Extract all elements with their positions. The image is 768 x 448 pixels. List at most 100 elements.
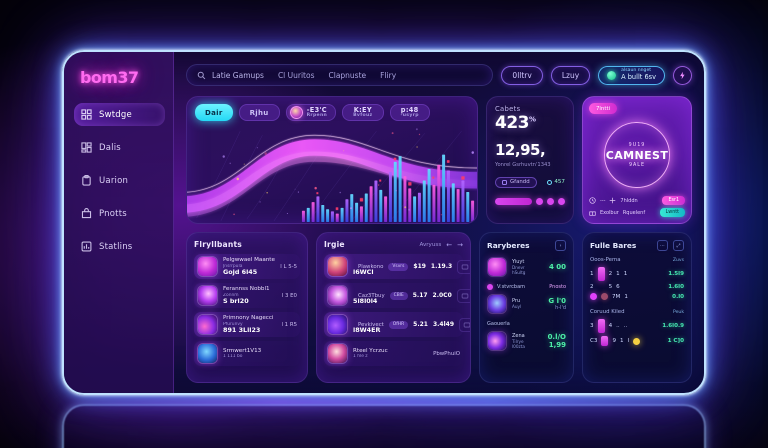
table-row[interactable]: Guscinados pfOmj 5l8l0l4 Caz3Tbuy CBlE 5… [324,283,463,308]
rates-row: 7M 1 0.l0 [590,293,684,300]
promo-badge-bottom: 9ALE [629,163,645,168]
chart-bar [413,196,416,222]
ranking-separator-2: Gaouerla [487,321,566,327]
upper-row: Dair Rjhu -E3'C Rrpenn K:EY [186,96,692,224]
wallet-button[interactable]: alsaun nnget A bullt 6sv [598,66,665,85]
trending-link[interactable]: Avryuss [419,242,441,248]
row-ghost-icon[interactable] [457,289,471,303]
chevron-icon[interactable]: › [555,240,566,251]
tab-p48[interactable]: p:48 -usyrp [390,104,430,121]
cell: l [628,338,630,344]
avatar [290,106,303,119]
list-item-value: S brl20 [223,298,277,305]
table-row[interactable]: Rteel Ycrzuc 1 hle z PbwPhuiO [324,341,463,366]
list-item[interactable]: Ferannss Nobbl1 Zonnm S brl20 l 3 E0 [194,283,300,308]
clock-icon [589,197,596,204]
ranking-row[interactable]: Zena Tilrye l00zta 0.l/O 1,99 [487,331,566,351]
section-link[interactable]: Peuk [673,310,684,315]
tab-dair[interactable]: Dair [195,104,233,121]
promo-tag: 7lntti [589,103,617,114]
dots-icon[interactable]: ⋯ [657,240,668,251]
list-item[interactable]: Pelgwwael Maante Jnsrrpula Gojd 6l45 l L… [194,254,300,279]
sidebar-item-label: Statlins [99,242,132,252]
chart-bar [370,186,373,222]
ranking-row[interactable]: Pru Auyl G l'0 h-l'd [487,294,566,314]
rate-bar [601,336,608,346]
expand-icon[interactable]: ⤢ [673,240,684,251]
row-pill: CBlE [390,292,408,300]
tab-avatar-line2: Rrpenn [307,114,328,119]
main-content: Latie Gamups Cl Uuritos Clapnuste Fliry … [174,404,706,406]
row-ghost-icon[interactable] [457,260,471,274]
section-header: Ooos-Pema [590,257,621,263]
tab-avatar[interactable]: -E3'C Rrpenn [286,104,337,121]
stats-label: Cabets [495,105,565,113]
thumbnail [197,256,218,277]
section-link[interactable]: Zuvs [673,258,684,263]
cell: 7M [612,294,620,300]
sidebar-item-dalis[interactable]: Dalis [74,136,165,159]
ranking-row[interactable]: Yiuyt Dnevr hSultg 4 00 [487,257,566,277]
stats-chip[interactable]: Gfandd [495,177,537,188]
row-ghost-icon[interactable] [459,318,471,332]
list-item-meta: l 1 R5 [281,322,297,328]
thumbnail [197,343,218,364]
rates-panel: Fulle Bares ⋯ ⤢ Ooos-Pema Zuvs 1 [582,232,692,383]
rates-section-1: Ooos-Pema Zuvs 1 2 1 1 1.5l9 2 [590,257,684,303]
nav-link-3[interactable]: Fliry [380,71,396,80]
row-category: PbwPhuiO [433,351,460,357]
cell: 1 [590,271,594,277]
topbar-button-1[interactable]: 0lltrv [501,66,542,85]
cell: 2 [590,284,594,290]
chart-spark [379,180,381,182]
nav-link-1[interactable]: Cl Uuritos [278,71,315,80]
sidebar-item-uarion[interactable]: Uarion [74,169,165,192]
ambient-spark [417,146,418,147]
chart-bar [423,181,426,222]
table-row[interactable]: Nouanorus Ptnsol l6WCl Plawkono Vsvrs $1… [324,254,463,279]
chart-bar [389,172,392,222]
playlist-title: Flryllbants [194,240,242,249]
promo-button-2[interactable]: Lwntt [660,208,685,217]
promo-button-1[interactable]: Esr1 [662,196,685,205]
rates-title: Fulle Bares [590,241,636,250]
promo-card[interactable]: 7lntti 9U19 CAMNEST 9ALE [582,96,692,224]
cell: 1 [616,271,620,277]
promo-row-1-text2: 7hlddn [620,198,637,204]
next-arrow-icon[interactable]: → [457,241,463,249]
status-circle-yellow [633,338,640,345]
row-change: 3.4l49 [433,321,454,328]
trending-title: Irgie [324,240,345,249]
thumbnail [197,285,218,306]
search-input[interactable]: Latie Gamups [212,71,264,80]
search-bar[interactable]: Latie Gamups Cl Uuritos Clapnuste Fliry [186,64,493,86]
table-row[interactable]: Gaconvbrion 1nvo l8W4ER Pevkivect OfHR 5… [324,312,463,337]
list-item-value: Gojd 6l45 [223,269,275,276]
tab-rjhu[interactable]: Rjhu [239,104,280,121]
progress-dot [536,198,543,205]
sidebar-item-swtdge[interactable]: Swtdge [74,103,165,126]
stats-primary-suffix: % [529,115,536,123]
ambient-spark [264,152,266,155]
sidebar-item-statlins[interactable]: Statlins [74,235,165,258]
nav-link-2[interactable]: Clapnuste [329,71,367,80]
prev-arrow-icon[interactable]: ← [446,241,452,249]
clipboard-icon [81,175,92,186]
sidebar-item-pnotts[interactable]: Pnotts [74,202,165,225]
tab-keiy[interactable]: K:EY Bvfouz [342,104,383,121]
topbar-button-2[interactable]: Lzuy [551,66,590,85]
ranking-value: 0.l/O [548,333,566,341]
list-item[interactable]: Primnony Nagecci Pfurunvy 891 3Lil23 l 1… [194,312,300,337]
status-circle-red [601,293,608,300]
sep-link[interactable]: Pnosto [549,284,566,290]
sidebar: bom37 Swtdge Dalis Uarion [64,404,174,406]
chart-bar [461,181,464,222]
list-item[interactable]: Srmwert1V13 1 111 bo [194,341,300,366]
cell: 9 [612,338,616,344]
ranking-title: Raryberes [487,241,530,250]
chart-bar [408,188,411,222]
row-change: 2.0C0 [433,292,452,299]
row-price: 5.17 [413,292,428,299]
chart-spark [336,207,338,209]
bolt-icon-button[interactable] [673,66,692,85]
